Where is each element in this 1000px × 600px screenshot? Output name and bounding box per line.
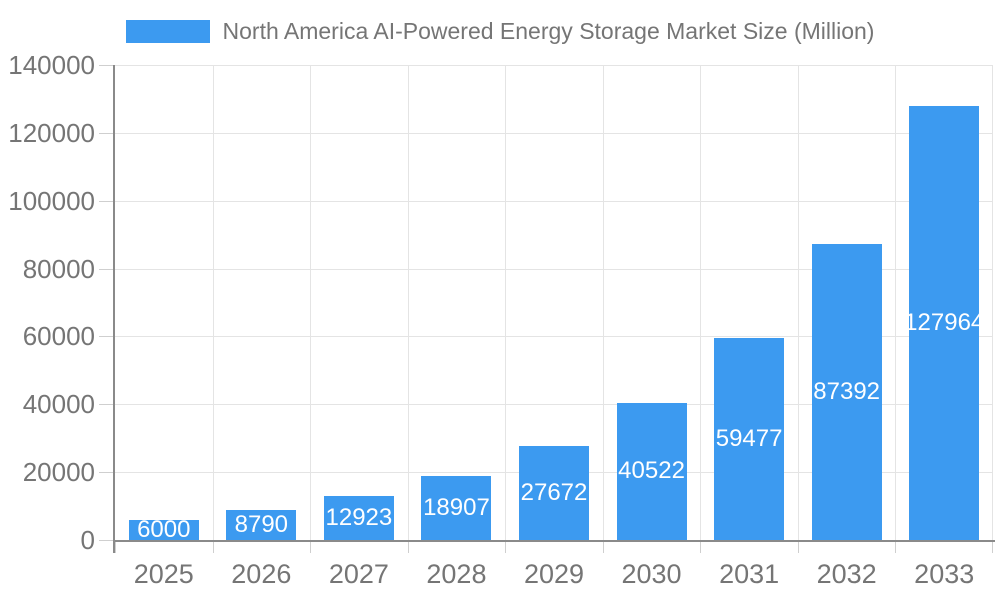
x-axis-tick (407, 542, 409, 553)
x-axis-tick (212, 542, 214, 553)
bar[interactable] (226, 510, 297, 540)
gridline-horizontal (115, 65, 993, 66)
y-axis-label: 100000 (8, 185, 95, 216)
x-axis-label: 2031 (719, 559, 780, 589)
gridline-horizontal (115, 268, 993, 270)
x-axis-label: 2026 (231, 559, 292, 589)
y-axis-tick (99, 65, 113, 66)
y-axis-label: 120000 (8, 117, 95, 148)
y-axis-tick (99, 200, 113, 202)
gridline-horizontal (115, 404, 993, 406)
x-axis-tick (895, 542, 897, 553)
y-axis-tick (99, 336, 113, 338)
x-axis-label: 2028 (426, 559, 487, 589)
legend-label: North America AI-Powered Energy Storage … (222, 18, 875, 44)
x-axis-label: 2033 (914, 559, 975, 589)
gridline-vertical (407, 65, 409, 540)
x-axis-tick (602, 542, 604, 553)
x-axis-label: 2025 (133, 559, 194, 589)
bar[interactable] (909, 105, 980, 540)
gridline-vertical (797, 65, 799, 540)
gridline-vertical (992, 65, 993, 540)
x-axis-tick (700, 542, 702, 553)
gridline-horizontal (115, 132, 993, 134)
gridline-vertical (310, 65, 312, 540)
gridline-vertical (895, 65, 897, 540)
x-axis-label: 2027 (328, 559, 389, 589)
gridline-horizontal (115, 200, 993, 202)
y-axis-tick (99, 132, 113, 134)
bar[interactable] (519, 446, 589, 540)
y-axis-label: 20000 (22, 457, 95, 488)
gridline-vertical (212, 65, 214, 540)
y-axis-label: 40000 (22, 389, 95, 420)
legend[interactable]: North America AI-Powered Energy Storage … (0, 18, 1000, 45)
y-axis-label: 80000 (22, 253, 95, 284)
y-axis-tick (99, 472, 113, 474)
y-axis-tick (99, 268, 113, 270)
y-axis-tick (99, 404, 113, 406)
y-axis-label: 0 (80, 525, 95, 555)
x-axis-label: 2030 (621, 559, 682, 589)
gridline-vertical (505, 65, 507, 540)
y-axis-tick (99, 540, 113, 541)
y-axis-line (113, 65, 115, 553)
bar[interactable] (616, 402, 687, 540)
x-axis-tick (115, 542, 116, 553)
bar[interactable] (421, 475, 492, 540)
bar[interactable] (128, 519, 199, 540)
x-axis-label: 2029 (523, 559, 585, 589)
x-axis-line (113, 540, 995, 542)
gridline-vertical (700, 65, 702, 540)
plot-area: 6000 8790 12923 18907 27672 40522 59477 87392 12… (115, 65, 993, 543)
x-axis-tick (505, 542, 507, 553)
bar[interactable] (714, 338, 785, 540)
y-axis-label: 140000 (8, 50, 95, 80)
gridline-vertical (602, 65, 604, 540)
bar[interactable] (811, 243, 882, 540)
x-axis-tick (992, 542, 993, 553)
bar[interactable] (323, 496, 394, 540)
x-axis-label: 2032 (816, 559, 877, 589)
y-axis-label: 60000 (22, 321, 95, 352)
x-axis-tick (797, 542, 799, 553)
gridline-horizontal (115, 336, 993, 338)
x-axis-tick (310, 542, 312, 553)
legend-swatch (125, 20, 210, 43)
